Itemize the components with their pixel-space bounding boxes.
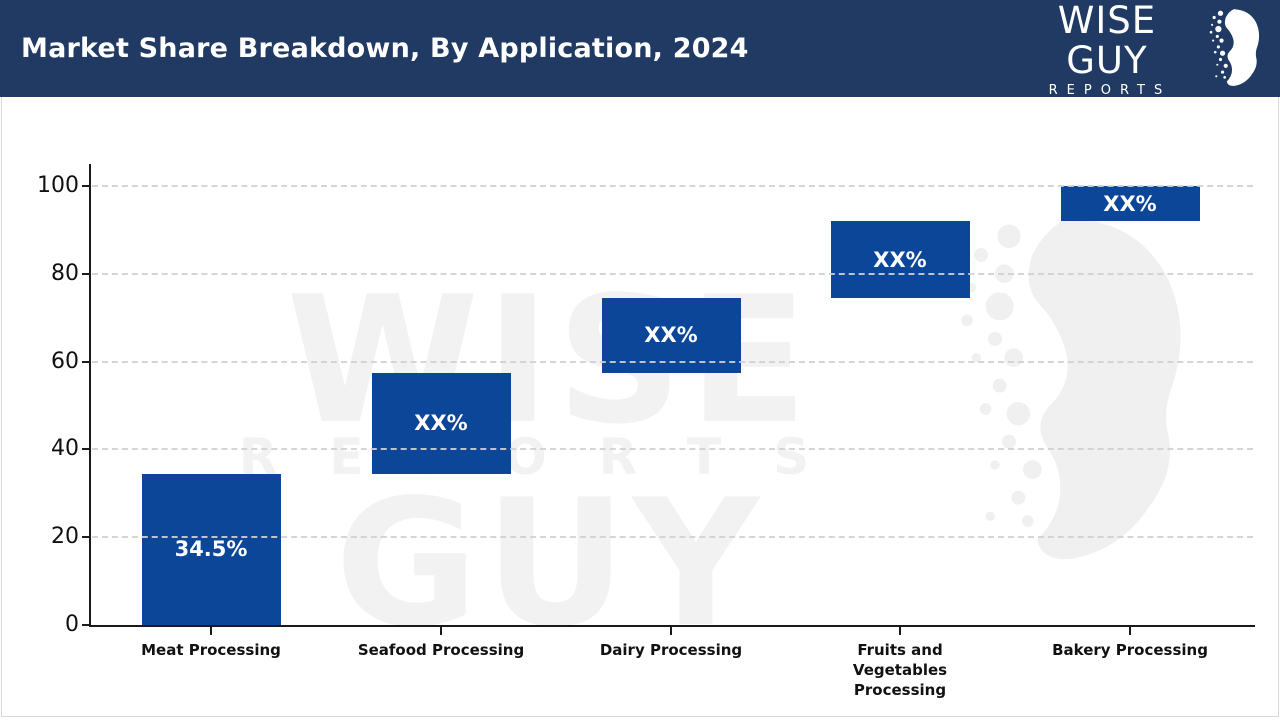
x-tick-label-dairy-processing: Dairy Processing <box>556 640 786 660</box>
x-tick-label-line: Vegetables <box>852 661 948 679</box>
bar-dairy-processing: XX% <box>601 297 741 373</box>
y-tick-label-40: 40 <box>51 436 79 462</box>
y-tick-label-60: 60 <box>51 348 79 374</box>
y-tick-label-20: 20 <box>51 524 79 550</box>
x-tick-label-line: Dairy Processing <box>599 641 743 659</box>
x-tick-label-line: Fruits and <box>857 641 943 659</box>
bar-meat-processing: 34.5% <box>141 473 281 625</box>
x-tick-bakery-processing <box>1129 627 1131 635</box>
bar-fruits-and-vegetables-processing: XX% <box>830 221 970 298</box>
x-tick-label-meat-processing: Meat Processing <box>96 640 326 660</box>
logo-subtitle: REPORTS <box>1048 82 1172 98</box>
x-tick-dairy-processing <box>670 627 672 635</box>
x-tick-label-fruits-and-vegetables-processing: Fruits and Vegetables Processing <box>785 640 1015 700</box>
y-tick-40 <box>82 448 90 451</box>
y-tick-0 <box>82 624 90 626</box>
gridline-100 <box>92 185 1253 187</box>
bar-bakery-processing: XX% <box>1060 186 1200 222</box>
y-tick-label-100: 100 <box>37 173 79 198</box>
gridline-60 <box>92 360 1253 363</box>
x-tick-meat-processing <box>210 627 212 635</box>
page-title: Market Share Breakdown, By Application, … <box>21 33 749 64</box>
bar-value-label-bakery-processing: XX% <box>1103 191 1157 216</box>
y-tick-label-80: 80 <box>51 260 79 286</box>
y-tick-label-0: 0 <box>65 612 79 637</box>
y-tick-80 <box>82 272 90 275</box>
watermark-text-line2: REPORTS <box>238 428 862 486</box>
gridline-20 <box>92 536 1253 539</box>
x-axis-line <box>89 625 1255 627</box>
bar-value-label-seafood-processing: XX% <box>414 411 468 436</box>
x-tick-label-line: Bakery Processing <box>1052 641 1208 659</box>
bar-seafood-processing: XX% <box>371 372 511 474</box>
x-tick-fruits-and-vegetables-processing <box>899 627 901 635</box>
bar-value-label-meat-processing: 34.5% <box>174 537 248 562</box>
gridline-40 <box>92 448 1253 451</box>
x-tick-label-line: Meat Processing <box>141 641 281 659</box>
x-tick-label-seafood-processing: Seafood Processing <box>326 640 556 660</box>
y-axis-line <box>89 164 91 627</box>
wiseguy-logo: WISE GUY REPORTS <box>1016 0 1266 98</box>
header-bar: Market Share Breakdown, By Application, … <box>0 0 1280 98</box>
bar-value-label-dairy-processing: XX% <box>644 323 698 348</box>
y-tick-100 <box>82 185 90 187</box>
x-tick-label-bakery-processing: Bakery Processing <box>1015 640 1245 660</box>
x-tick-label-line: Processing <box>853 681 947 699</box>
wiseguy-face-watermark-icon <box>961 217 1181 560</box>
y-tick-20 <box>82 536 90 539</box>
x-tick-seafood-processing <box>440 627 442 635</box>
y-tick-60 <box>82 360 90 363</box>
wiseguy-logo-text: WISE GUY REPORTS <box>1016 0 1198 98</box>
logo-wordmark: WISE GUY <box>1057 0 1157 82</box>
wiseguy-face-icon <box>1209 9 1259 86</box>
gridline-80 <box>92 272 1253 275</box>
x-tick-label-line: Seafood Processing <box>357 641 525 659</box>
bar-value-label-fruits-and-vegetables-processing: XX% <box>873 247 927 272</box>
